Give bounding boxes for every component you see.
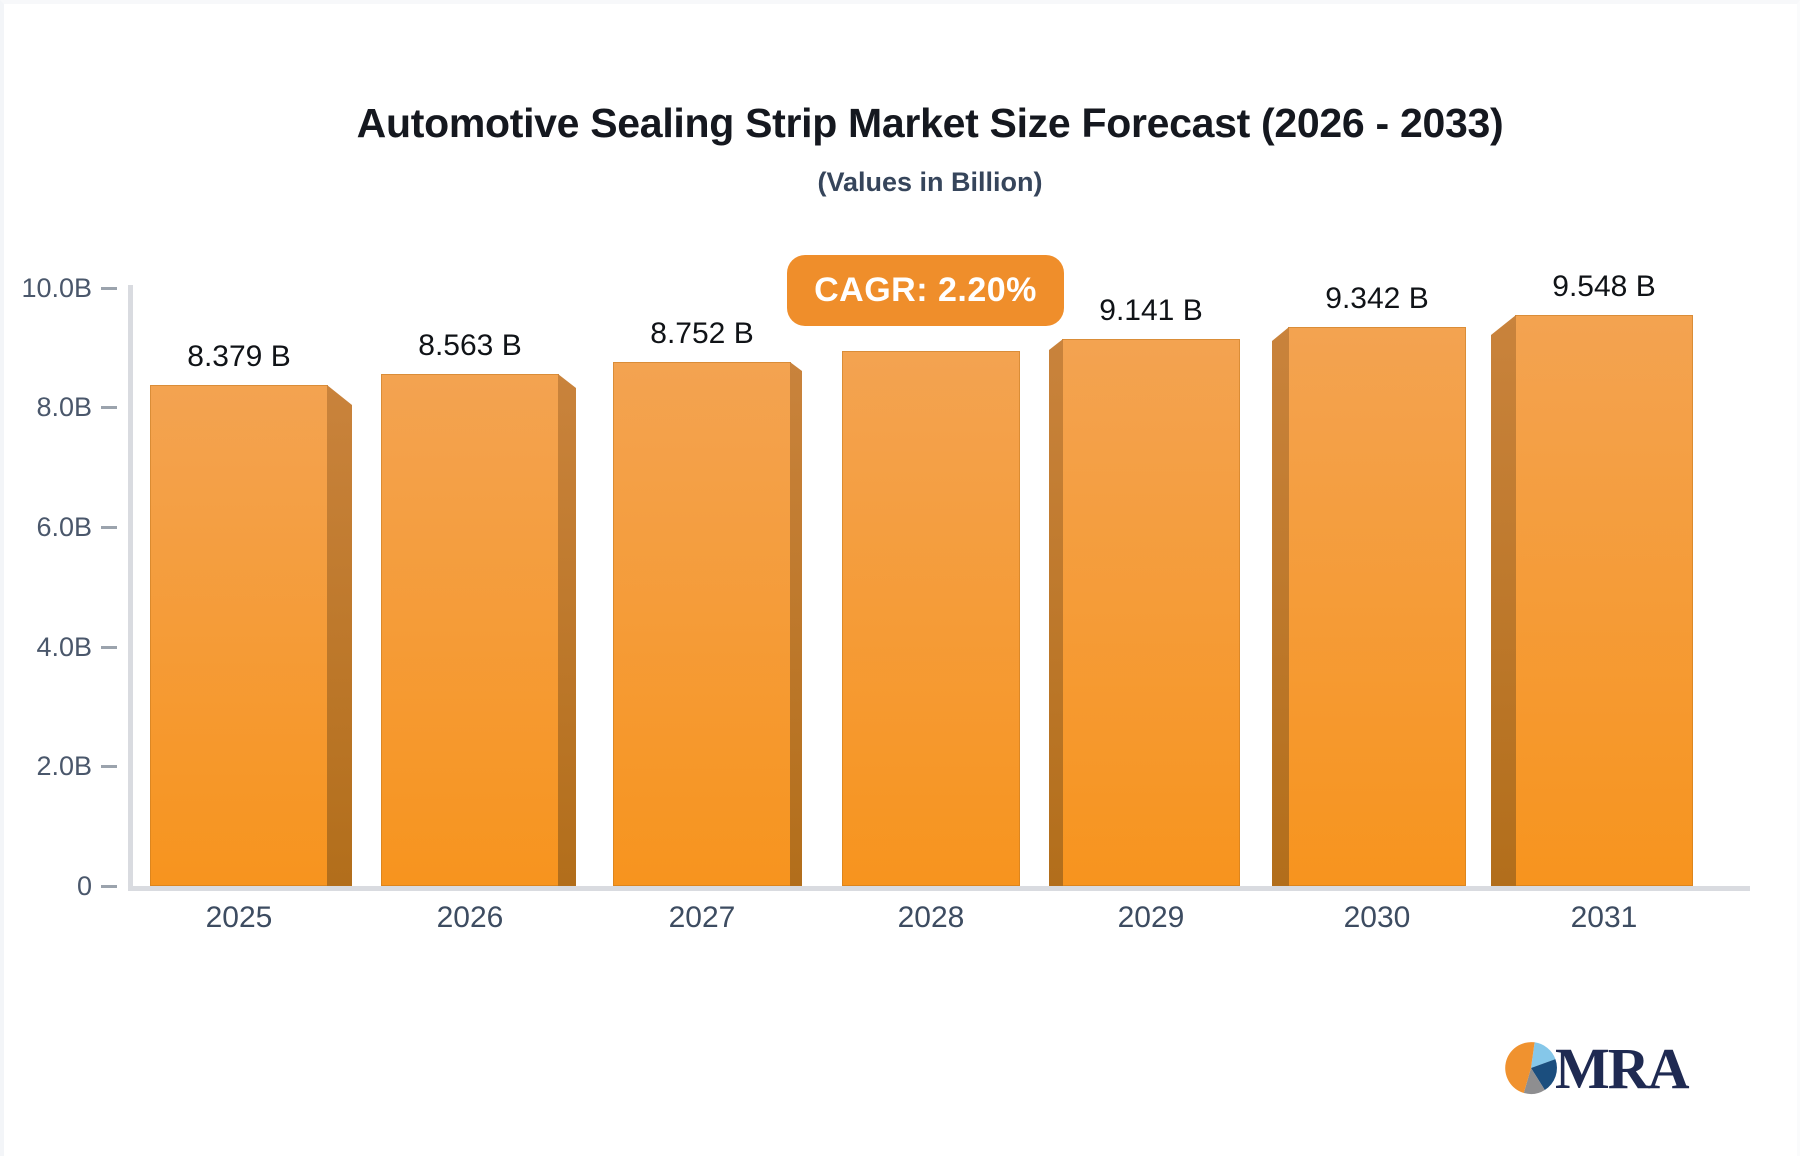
chart-header: Automotive Sealing Strip Market Size For… bbox=[70, 98, 1790, 198]
bar-2029 bbox=[1062, 339, 1240, 886]
x-axis-label-2029: 2029 bbox=[1117, 901, 1185, 934]
bar-value-label-2030: 9.342 B bbox=[1325, 282, 1429, 315]
bar-2031-side bbox=[1491, 315, 1516, 886]
x-axis-line bbox=[128, 886, 1750, 891]
logo-text: MRA bbox=[1555, 1036, 1690, 1100]
bar-value-label-2031: 9.548 B bbox=[1552, 270, 1656, 303]
y-axis-tick bbox=[101, 286, 117, 290]
cagr-badge: CAGR: 2.20% bbox=[787, 255, 1064, 326]
bar-value-label-2027: 8.752 B bbox=[650, 317, 754, 350]
y-axis-line bbox=[128, 284, 133, 886]
x-axis-label-2027: 2027 bbox=[668, 901, 736, 934]
y-axis-tick bbox=[101, 526, 117, 530]
bar-value-label-2029: 9.141 B bbox=[1099, 294, 1203, 327]
x-axis-label-2030: 2030 bbox=[1343, 901, 1411, 934]
pie-chart-icon: MRA bbox=[1505, 1036, 1692, 1101]
y-axis-tick-label: 0 bbox=[76, 871, 92, 901]
y-axis-tick-label: 10.0B bbox=[21, 272, 92, 303]
bar-2026 bbox=[381, 374, 559, 886]
y-axis-tick-label: 4.0B bbox=[36, 631, 92, 662]
bar-2030 bbox=[1288, 327, 1466, 886]
y-axis-tick bbox=[101, 406, 117, 410]
bar-2025-side bbox=[327, 385, 352, 886]
bar-2026-side bbox=[558, 374, 576, 886]
bar-2025 bbox=[150, 385, 328, 886]
mra-logo: MRA bbox=[1497, 1036, 1707, 1101]
x-axis-label-2028: 2028 bbox=[897, 901, 965, 934]
chart-title: Automotive Sealing Strip Market Size For… bbox=[356, 100, 1504, 146]
bar-2028 bbox=[842, 351, 1020, 886]
bar-value-label-2026: 8.563 B bbox=[418, 329, 522, 362]
bar-2031 bbox=[1515, 315, 1693, 886]
y-axis-tick-label: 8.0B bbox=[36, 392, 92, 423]
bar-2027 bbox=[613, 362, 791, 886]
x-axis-label-2025: 2025 bbox=[205, 901, 273, 934]
chart-subtitle: (Values in Billion) bbox=[817, 167, 1043, 197]
bar-2029-side bbox=[1049, 339, 1063, 886]
x-axis-label-2026: 2026 bbox=[436, 901, 504, 934]
y-axis-tick bbox=[101, 765, 117, 769]
y-axis-tick bbox=[101, 885, 117, 888]
bar-value-label-2025: 8.379 B bbox=[187, 340, 291, 373]
bar-2030-side bbox=[1272, 327, 1289, 886]
y-axis-tick bbox=[101, 645, 117, 649]
x-axis-label-2031: 2031 bbox=[1570, 901, 1638, 934]
y-axis-tick-label: 6.0B bbox=[36, 512, 92, 543]
y-axis-tick-label: 2.0B bbox=[36, 751, 92, 782]
bar-2027-side bbox=[790, 362, 802, 886]
